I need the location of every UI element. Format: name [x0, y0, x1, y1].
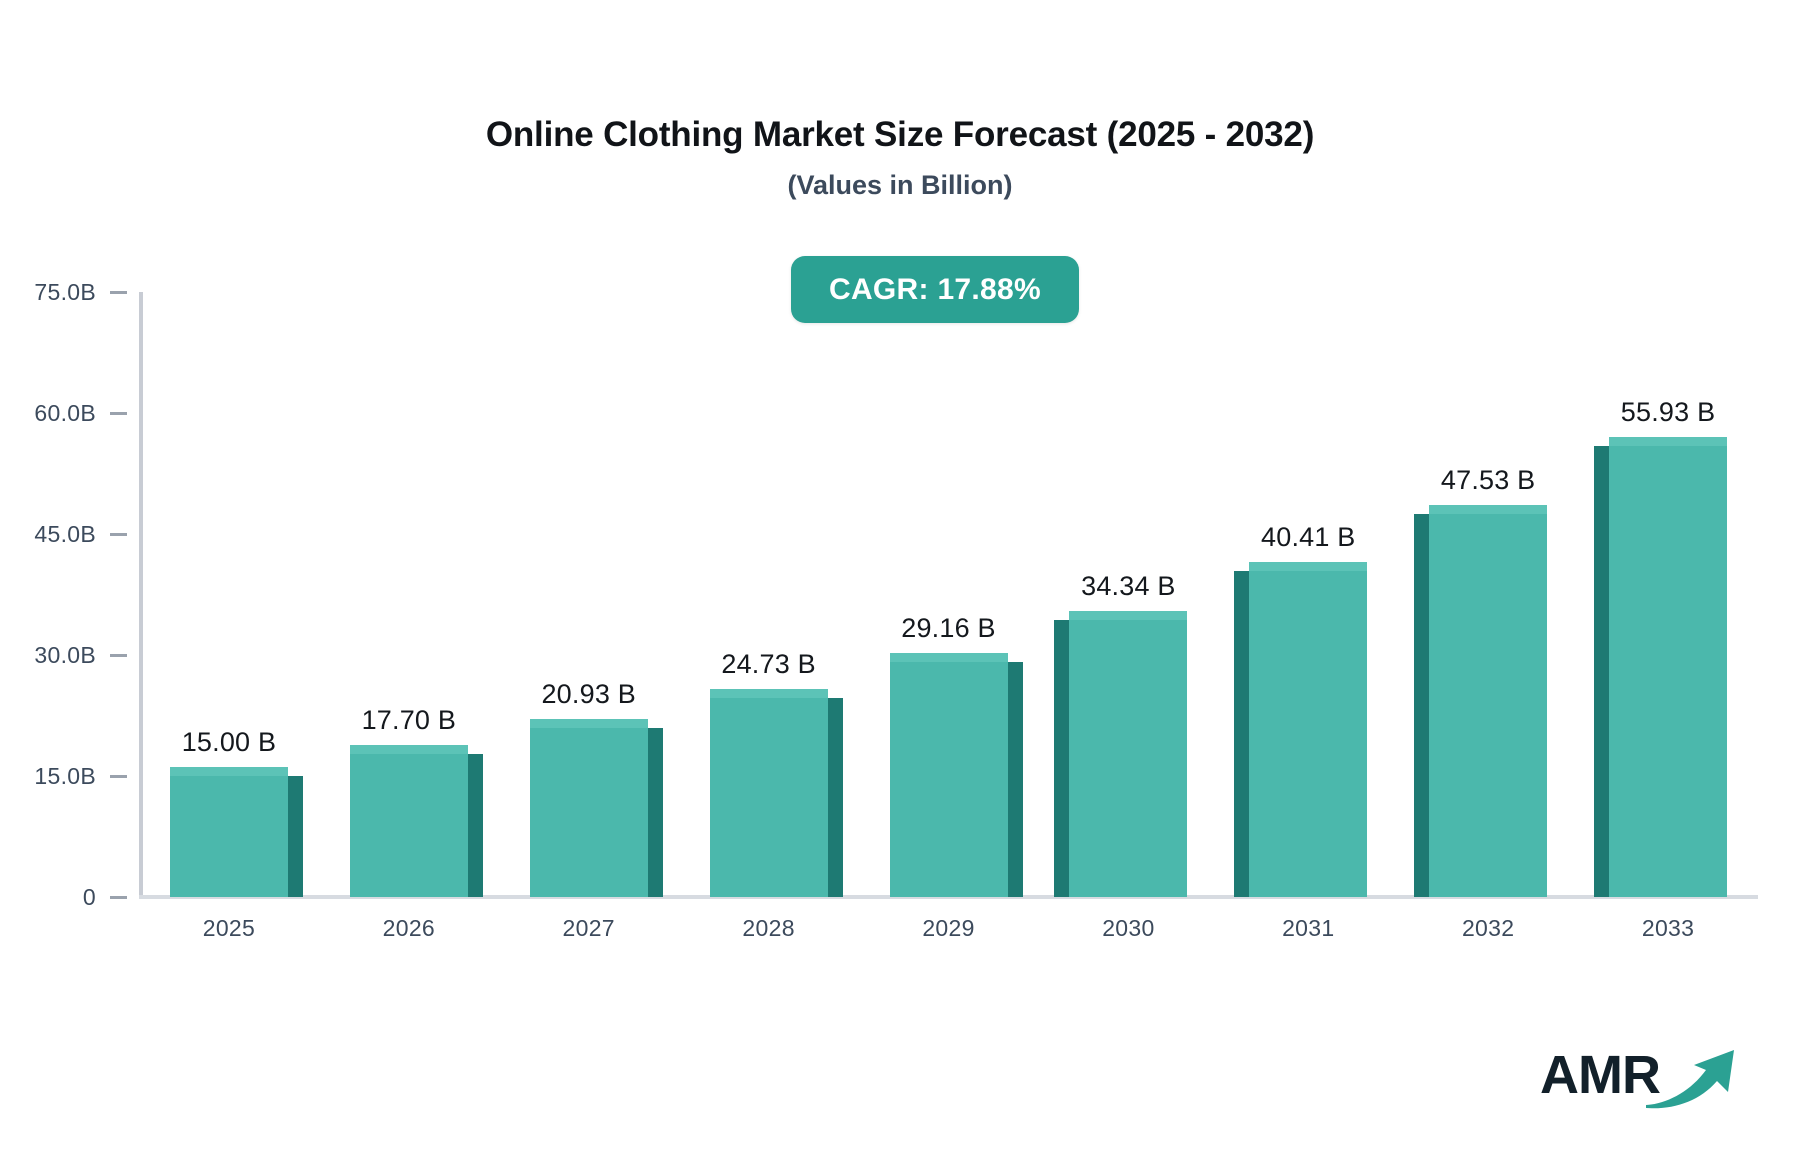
- y-axis-tick: 0: [0, 884, 139, 910]
- bar[interactable]: [1414, 504, 1548, 897]
- bar[interactable]: [1234, 562, 1368, 897]
- bar-side-face: [1054, 620, 1070, 897]
- bar-side-face: [467, 754, 483, 897]
- x-axis-tick-label: 2030: [1102, 915, 1155, 941]
- y-axis-tick-label: 75.0B: [34, 278, 96, 305]
- y-axis-tick: 75.0B: [0, 279, 139, 305]
- bar-side-face: [1007, 661, 1023, 897]
- x-axis-tick-label: 2026: [382, 915, 436, 941]
- bar-front-face: [529, 728, 648, 897]
- growth-arrow-icon: [1646, 1050, 1734, 1109]
- y-axis-tick-mark: [110, 895, 127, 899]
- y-axis-tick-label: 0: [82, 883, 96, 910]
- bar-front-face: [1249, 571, 1368, 897]
- bar-series: 15.00 B 17.70 B 20.93 B 24.73 B 29.16 B 34.34…: [139, 292, 1758, 897]
- chart-title: Online Clothing Market Size Forecast (20…: [485, 115, 1315, 154]
- y-axis-tick-label: 60.0B: [34, 399, 96, 426]
- bar-side-face: [1594, 445, 1610, 897]
- y-axis-tick-mark: [110, 653, 127, 657]
- bar[interactable]: [1054, 611, 1188, 897]
- bar-front-face: [1609, 445, 1728, 897]
- bar[interactable]: [709, 688, 843, 897]
- bar-front-face: [889, 661, 1008, 897]
- bar-value-label: 15.00 B: [181, 727, 277, 757]
- bar-side-face: [827, 697, 843, 897]
- bar-value-label: 29.16 B: [901, 612, 996, 643]
- bar-value-label: 20.93 B: [541, 679, 636, 710]
- bar-front-face: [709, 697, 828, 897]
- bar-value-label: 17.70 B: [361, 705, 457, 736]
- bar-side-face: [287, 776, 303, 897]
- bar-top-face: [889, 652, 1008, 662]
- bar[interactable]: [1594, 436, 1728, 897]
- bar-value-label: 24.73 B: [721, 648, 816, 679]
- bar-front-face: [169, 776, 288, 897]
- bar-side-face: [647, 728, 663, 897]
- bar-top-face: [709, 688, 828, 698]
- y-axis-tick-label: 30.0B: [34, 641, 96, 668]
- bar-top-face: [1609, 436, 1728, 446]
- x-axis-tick-label: 2031: [1282, 915, 1335, 941]
- cagr-badge: CAGR: 17.88%: [791, 256, 1079, 323]
- bar-front-face: [349, 754, 468, 897]
- bar[interactable]: [169, 767, 303, 897]
- bar[interactable]: [529, 719, 663, 897]
- x-axis-tick-label: 2033: [1641, 915, 1695, 941]
- y-axis-tick-mark: [110, 290, 127, 294]
- amr-logo: AMR: [1540, 1040, 1740, 1120]
- x-axis-tick-label: 2028: [742, 915, 795, 941]
- y-axis-tick-mark: [110, 411, 127, 415]
- bar-top-face: [529, 719, 648, 729]
- bar-top-face: [1429, 504, 1548, 514]
- logo-text: AMR: [1540, 1045, 1661, 1105]
- bar-top-face: [1069, 611, 1188, 620]
- bar-top-face: [1249, 562, 1368, 572]
- chart-subtitle: (Values in Billion): [787, 170, 1013, 200]
- y-axis-tick-label: 15.0B: [34, 762, 96, 789]
- bar[interactable]: [889, 652, 1023, 897]
- x-axis-line: [139, 895, 1758, 899]
- y-axis-line: [139, 292, 143, 899]
- bar-front-face: [1069, 620, 1188, 897]
- y-axis-tick-mark: [110, 532, 127, 536]
- bar-front-face: [1429, 513, 1548, 897]
- y-axis-tick: 15.0B: [0, 763, 139, 789]
- y-axis-tick-label: 45.0B: [34, 520, 96, 547]
- bar-value-label: 55.93 B: [1620, 396, 1716, 427]
- bar-top-face: [349, 745, 468, 755]
- bar-top-face: [169, 767, 288, 776]
- bar-side-face: [1234, 571, 1250, 897]
- bar-value-label: 47.53 B: [1440, 464, 1536, 495]
- bar-value-label: 34.34 B: [1081, 571, 1176, 601]
- y-axis-tick-mark: [110, 774, 127, 778]
- x-axis-tick-label: 2025: [202, 915, 256, 941]
- x-axis-tick-label: 2029: [922, 915, 975, 941]
- bar-value-label: 40.41 B: [1261, 522, 1356, 553]
- bar-side-face: [1414, 513, 1430, 897]
- bar[interactable]: [349, 745, 483, 897]
- y-axis-tick: 60.0B: [0, 400, 139, 426]
- y-axis-tick: 30.0B: [0, 642, 139, 668]
- y-axis-tick: 45.0B: [0, 521, 139, 547]
- x-axis-tick-label: 2027: [562, 915, 615, 941]
- x-axis-tick-label: 2032: [1461, 915, 1515, 941]
